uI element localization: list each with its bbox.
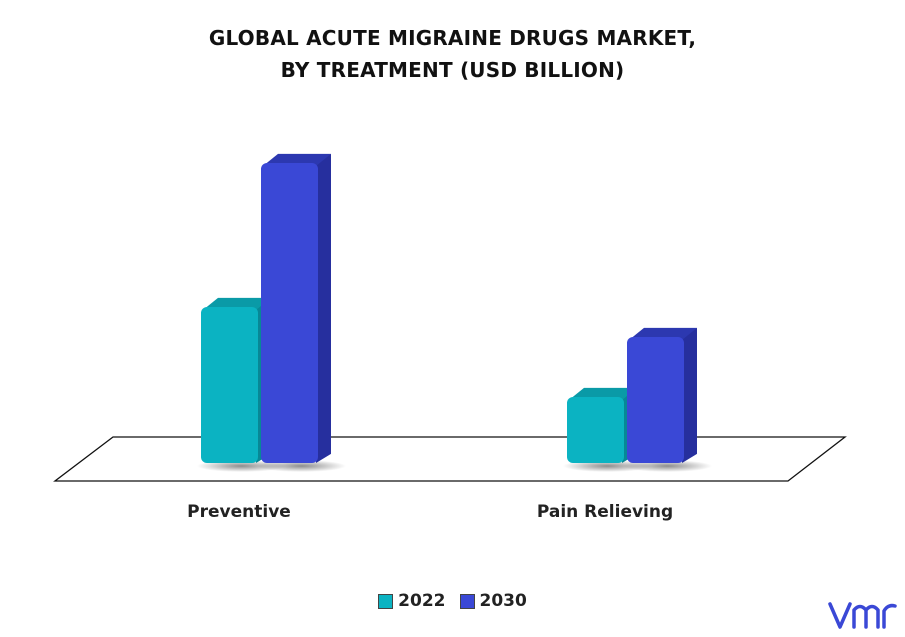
vmr-logo [828,602,897,629]
category-label-pain-relieving: Pain Relieving [537,502,673,522]
bar-pain-relieving-2030 [623,327,712,472]
chart-floor [53,436,847,482]
category-label-preventive: Preventive [187,502,291,522]
bar-preventive-2030 [257,153,346,472]
legend: 2022 2030 [0,591,905,611]
legend-item-2030: 2030 [459,591,527,611]
chart-title-line2: BY TREATMENT (USD BILLION) [280,58,625,82]
chart-title-line1: GLOBAL ACUTE MIGRAINE DRUGS MARKET, [208,26,697,50]
legend-swatch-2030 [459,593,475,609]
legend-label-2030: 2030 [479,591,527,611]
legend-swatch-2022 [378,593,394,609]
legend-label-2022: 2022 [398,591,446,611]
legend-item-2022: 2022 [378,591,446,611]
